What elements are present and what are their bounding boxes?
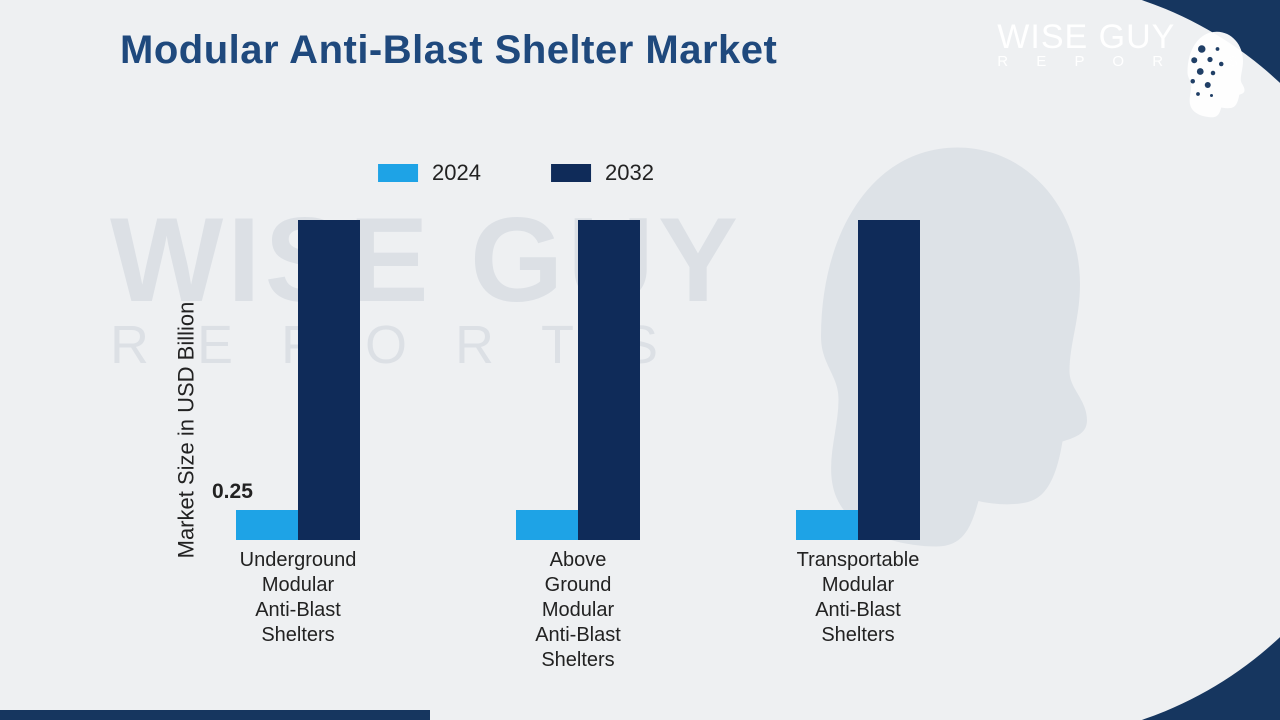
bar-group: TransportableModularAnti-BlastShelters — [796, 220, 920, 540]
bar — [796, 510, 858, 540]
x-category-label: UndergroundModularAnti-BlastShelters — [213, 548, 383, 648]
x-category-label: AboveGroundModularAnti-BlastShelters — [493, 548, 663, 673]
bar — [516, 510, 578, 540]
footer-accent-bar — [0, 710, 430, 720]
chart-legend: 2024 2032 — [378, 160, 654, 186]
legend-label: 2032 — [605, 160, 654, 186]
bar — [298, 220, 360, 540]
bar-chart: Market Size in USD Billion 20242032 0.25… — [96, 160, 936, 700]
bar — [236, 510, 298, 540]
logo-head-icon — [1168, 28, 1258, 118]
bar-group: AboveGroundModularAnti-BlastShelters — [516, 220, 640, 540]
legend-item: 2032 — [551, 160, 654, 186]
legend-swatch — [551, 164, 591, 182]
bar-value-label: 0.25 — [212, 480, 253, 504]
chart-plot-area: 0.25UndergroundModularAnti-BlastShelters… — [156, 200, 936, 540]
legend-label: 2024 — [432, 160, 481, 186]
legend-item: 2024 — [378, 160, 481, 186]
brand-logo: WISE GUY R E P O R T S — [997, 18, 1250, 70]
chart-title: Modular Anti-Blast Shelter Market — [120, 28, 777, 73]
chart-canvas: WISE GUY REPORTS Modular Anti-Blast Shel… — [0, 0, 1280, 720]
x-category-label: TransportableModularAnti-BlastShelters — [773, 548, 943, 648]
legend-swatch — [378, 164, 418, 182]
bar — [858, 220, 920, 540]
bar-group: 0.25UndergroundModularAnti-BlastShelters — [236, 220, 360, 540]
bar — [578, 220, 640, 540]
